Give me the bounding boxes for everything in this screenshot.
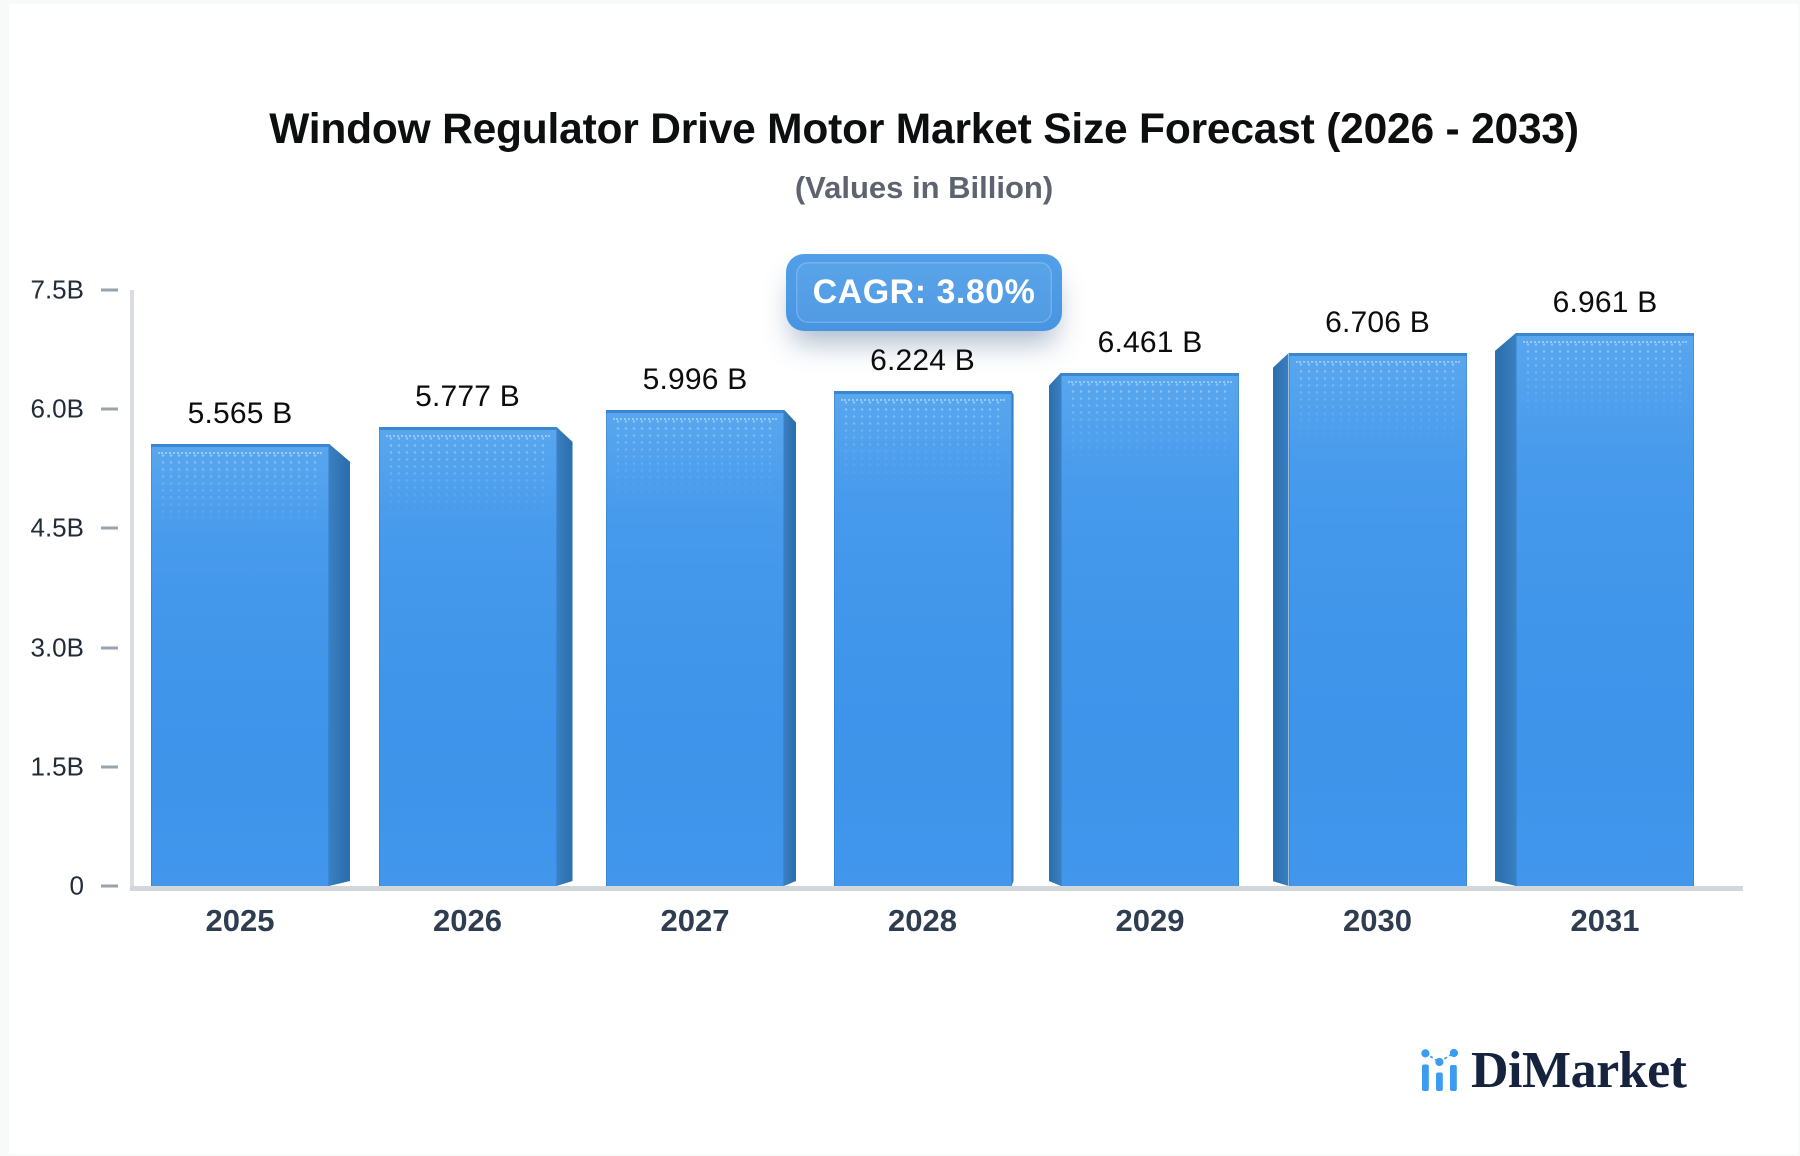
bar-face [1516,332,1694,886]
bar-texture [1068,380,1232,469]
bar-3d-side [1049,373,1061,886]
cagr-badge: CAGR: 3.80% [786,254,1062,331]
y-tick-mark [101,646,118,650]
bar-2026 [378,426,573,886]
page-frame-right [1798,0,1800,1156]
bar-face [606,409,784,886]
bar-value-label: 6.224 B [870,344,975,378]
bar-line-chart-icon [1421,1048,1458,1091]
y-tick-mark [101,526,118,530]
brand-logo: DiMarket [1421,1042,1687,1099]
page-frame-left [0,0,9,1156]
bar-texture [385,434,550,523]
bar-texture [1295,361,1460,450]
bar-3d-side [784,410,796,886]
bar-2025 [151,443,350,886]
x-axis-line [130,886,1743,891]
bar-3d-side [557,427,573,886]
bar-2028 [833,391,1014,886]
bar-2029 [1049,372,1239,886]
bar-2027 [606,409,796,886]
y-tick-mark [101,884,118,888]
bar-3d-side [329,444,350,886]
bar-texture [840,399,1005,488]
bar-value-label: 5.565 B [187,396,293,430]
chart-title: Window Regulator Drive Motor Market Size… [269,106,1579,153]
bar-texture [158,451,322,540]
bar-2030 [1273,353,1467,886]
bar-value-label: 6.706 B [1325,306,1430,340]
y-tick-mark [101,288,118,292]
y-tick-label: 3.0B [30,632,85,663]
x-tick-label: 2027 [660,903,730,938]
y-tick-label: 1.5B [30,751,85,782]
bar-value-label: 5.777 B [415,379,520,413]
y-tick-label: 7.5B [30,274,85,305]
chart-subtitle: (Values in Billion) [794,170,1054,205]
bar-2031 [1495,332,1694,886]
y-axis-line [130,290,134,886]
x-tick-label: 2031 [1570,903,1640,938]
page-frame-top [0,0,1800,4]
x-tick-label: 2028 [888,903,957,938]
x-tick-label: 2025 [205,903,275,938]
bar-3d-side [1495,333,1516,886]
y-tick-mark [101,407,118,411]
bar-3d-side [1012,391,1014,886]
bar-3d-side [1273,353,1289,886]
bar-face [378,426,557,886]
cagr-badge-label: CAGR: 3.80% [812,273,1036,311]
x-tick-label: 2026 [433,903,502,938]
bar-value-label: 5.996 B [642,362,748,396]
bar-face [1061,372,1239,886]
y-tick-label: 4.5B [30,512,85,543]
bar-value-label: 6.961 B [1552,285,1658,319]
x-tick-label: 2029 [1115,903,1185,938]
bar-face [151,443,329,886]
bar-texture [613,417,777,506]
bar-texture [1523,340,1687,429]
brand-name: DiMarket [1471,1042,1687,1099]
page-frame-bottom [0,1154,1800,1156]
y-tick-label: 6.0B [30,393,85,424]
x-tick-label: 2030 [1343,903,1412,938]
y-tick-label: 0 [69,870,84,901]
bar-face [833,391,1012,886]
bar-face [1288,353,1467,886]
y-tick-mark [101,765,118,769]
bar-value-label: 6.461 B [1097,325,1203,359]
